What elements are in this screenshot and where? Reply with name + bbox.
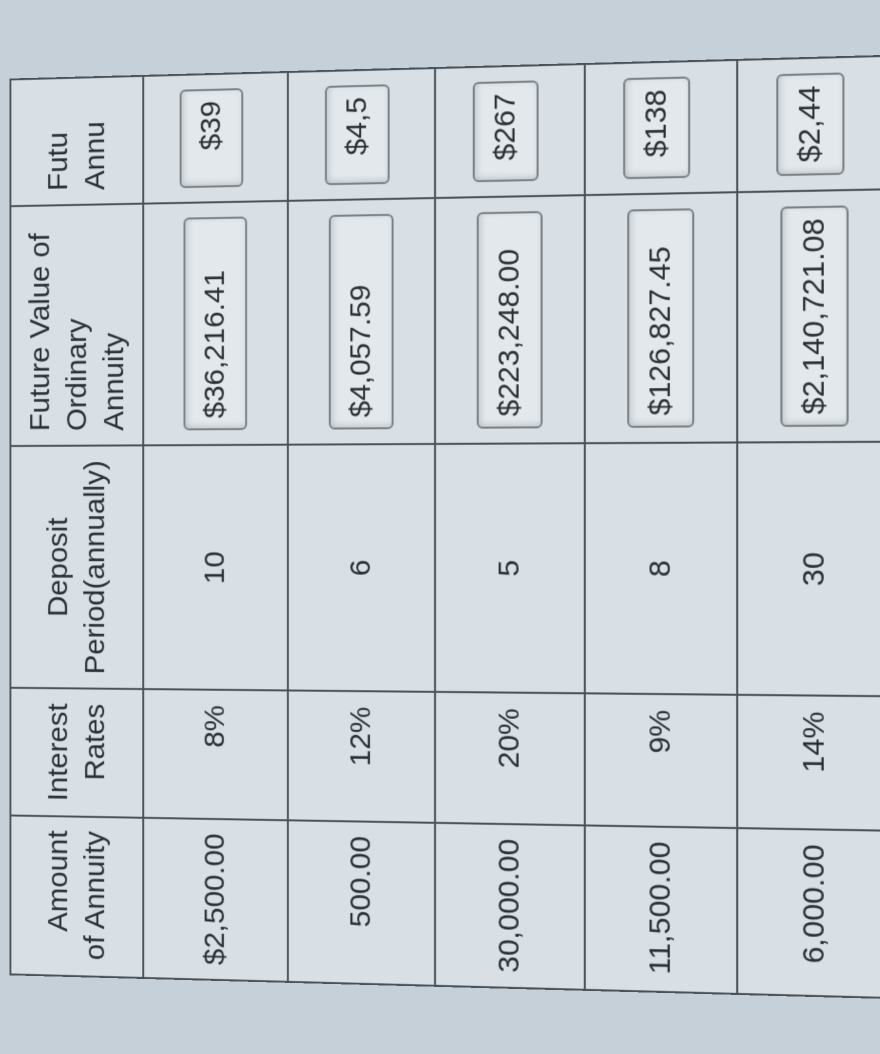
fut-input[interactable]: $4,5 (325, 84, 390, 185)
cell-fut: $267 (435, 64, 585, 198)
header-fut: Futu Annu (10, 76, 143, 206)
cell-fut: $39 (143, 72, 288, 204)
cell-deposit: 10 (143, 445, 288, 691)
cell-fv: $223,248.00 (435, 195, 585, 444)
fv-input[interactable]: $4,057.59 (329, 214, 394, 430)
cell-interest: 8% (143, 690, 288, 820)
cell-deposit: 8 (585, 442, 737, 695)
header-amount: Amount of Annuity (10, 815, 143, 978)
cell-fut: $138 (585, 60, 737, 195)
fv-input[interactable]: $36,216.41 (183, 217, 247, 431)
cell-interest: 20% (435, 692, 585, 825)
cell-fut: $4,5 (288, 68, 435, 201)
table-row: 11,500.00 9% 8 $126,827.45 $138 (585, 60, 737, 994)
cell-deposit: 5 (435, 443, 585, 694)
fut-input[interactable]: $267 (473, 81, 539, 183)
header-row: Amount of Annuity Interest Rates Deposit… (10, 76, 143, 978)
header-interest: Interest Rates (10, 688, 143, 817)
table-row: $2,500.00 8% 10 $36,216.41 $39 (143, 72, 288, 982)
cell-amount: 6,000.00 (737, 828, 880, 998)
cell-amount: 500.00 (288, 820, 435, 986)
cell-interest: 9% (585, 694, 737, 828)
cell-amount: 11,500.00 (585, 825, 737, 994)
cell-deposit: 30 (737, 442, 880, 697)
header-deposit: Deposit Period(annually) (10, 445, 143, 689)
fut-input[interactable]: $39 (180, 88, 244, 188)
fut-input[interactable]: $138 (623, 77, 690, 180)
cell-amount: $2,500.00 (143, 817, 288, 982)
header-fv: Future Value of Ordinary Annuity (10, 204, 143, 446)
cell-fv: $36,216.41 (143, 201, 288, 445)
table-row: 500.00 12% 6 $4,057.59 $4,5 (288, 68, 435, 986)
fv-input[interactable]: $2,140,721.08 (780, 206, 848, 427)
cell-interest: 14% (737, 695, 880, 830)
cell-fv: $2,140,721.08 (737, 189, 880, 442)
cell-interest: 12% (288, 691, 435, 822)
annuity-table: Amount of Annuity Interest Rates Deposit… (9, 55, 880, 999)
cell-fut: $2,44 (737, 56, 880, 192)
cell-fv: $4,057.59 (288, 198, 435, 445)
fv-input[interactable]: $223,248.00 (477, 211, 543, 429)
fut-input[interactable]: $2,44 (776, 73, 844, 177)
cell-deposit: 6 (288, 444, 435, 692)
cell-fv: $126,827.45 (585, 192, 737, 443)
cell-amount: 30,000.00 (435, 822, 585, 989)
table-row: 30,000.00 20% 5 $223,248.00 $267 (435, 64, 585, 990)
fv-input[interactable]: $126,827.45 (627, 208, 694, 427)
table-row: 6,000.00 14% 30 $2,140,721.08 $2,44 (737, 56, 880, 998)
